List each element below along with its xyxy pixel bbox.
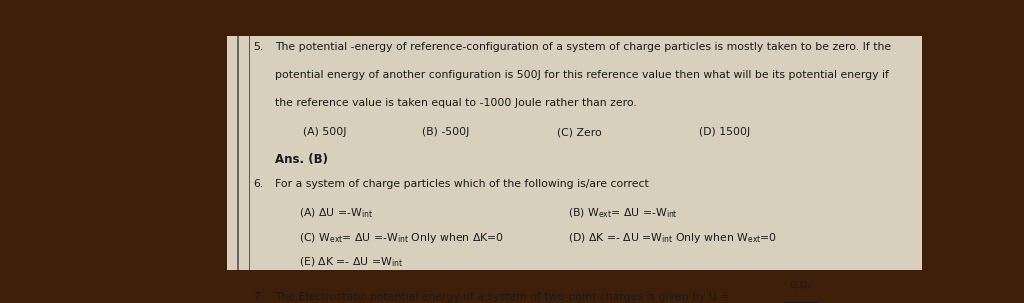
Text: the reference value is taken equal to -1000 Joule rather than zero.: the reference value is taken equal to -1… [274,98,637,108]
Text: 7.: 7. [253,292,263,302]
Text: For a system of charge particles which of the following is/are correct: For a system of charge particles which o… [274,179,648,189]
FancyBboxPatch shape [227,36,922,270]
Text: (D) 1500J: (D) 1500J [699,127,751,137]
Text: (A) 500J: (A) 500J [303,127,346,137]
Text: 5.: 5. [253,42,263,52]
Text: potential energy of another configuration is 500J for this reference value then : potential energy of another configuratio… [274,70,889,80]
Text: (E) $\Delta$K =- $\Delta$U =W$_{\mathregular{int}}$: (E) $\Delta$K =- $\Delta$U =W$_{\mathreg… [299,256,402,269]
Text: Q₁Q₂: Q₁Q₂ [790,281,812,289]
Text: 6.: 6. [253,179,263,189]
Text: (A) $\Delta$U =-W$_{\mathregular{int}}$: (A) $\Delta$U =-W$_{\mathregular{int}}$ [299,207,373,220]
Text: (B) W$_{\mathregular{ext}}$= $\Delta$U =-W$_{\mathregular{int}}$: (B) W$_{\mathregular{ext}}$= $\Delta$U =… [568,207,678,220]
Text: The Electrostatic potential energy of a system of two-point charges is given by : The Electrostatic potential energy of a … [274,292,729,302]
Text: (C) W$_{\mathregular{ext}}$= $\Delta$U =-W$_{\mathregular{int}}$ Only when $\Del: (C) W$_{\mathregular{ext}}$= $\Delta$U =… [299,231,504,245]
Text: The potential -energy of reference-configuration of a system of charge particles: The potential -energy of reference-confi… [274,42,891,52]
Text: (D) $\Delta$K =- $\Delta$U =W$_{\mathregular{int}}$ Only when W$_{\mathregular{e: (D) $\Delta$K =- $\Delta$U =W$_{\mathreg… [568,231,777,245]
Text: (B) -500J: (B) -500J [422,127,469,137]
Text: (C) Zero: (C) Zero [557,127,601,137]
Text: Ans. (B): Ans. (B) [274,153,328,166]
